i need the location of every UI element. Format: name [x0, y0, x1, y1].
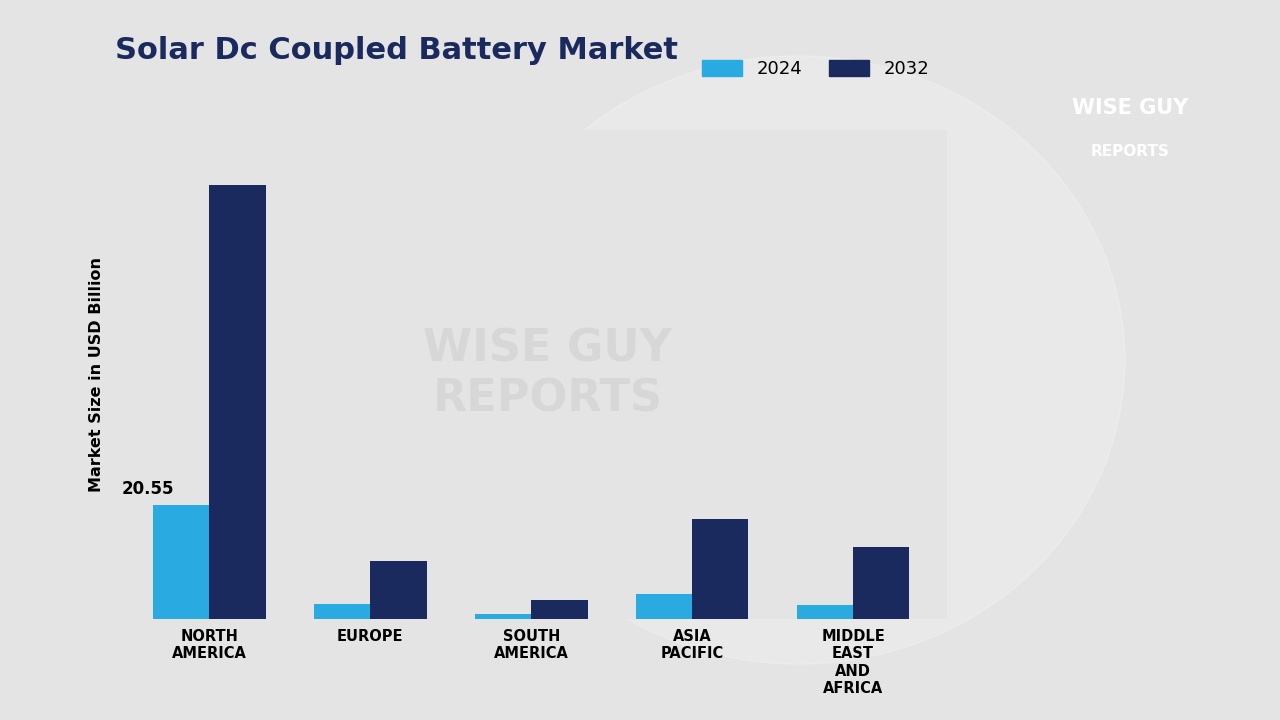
Bar [796, 606, 852, 619]
Bar [370, 561, 426, 619]
Bar [636, 594, 692, 619]
Text: WISE GUY: WISE GUY [1073, 98, 1188, 118]
Text: WISE GUY
REPORTS: WISE GUY REPORTS [424, 328, 672, 420]
Y-axis label: Market Size in USD Billion: Market Size in USD Billion [90, 257, 104, 492]
Bar [154, 505, 210, 619]
Bar [531, 600, 588, 619]
Circle shape [471, 56, 1125, 664]
Legend: 2024, 2032: 2024, 2032 [694, 50, 938, 87]
Bar [692, 519, 749, 619]
Bar [852, 547, 909, 619]
Bar [210, 185, 266, 619]
Text: Solar Dc Coupled Battery Market: Solar Dc Coupled Battery Market [115, 36, 678, 65]
Text: REPORTS: REPORTS [1091, 144, 1170, 158]
Bar [314, 603, 370, 619]
Text: 20.55: 20.55 [122, 480, 174, 498]
Bar [475, 614, 531, 619]
